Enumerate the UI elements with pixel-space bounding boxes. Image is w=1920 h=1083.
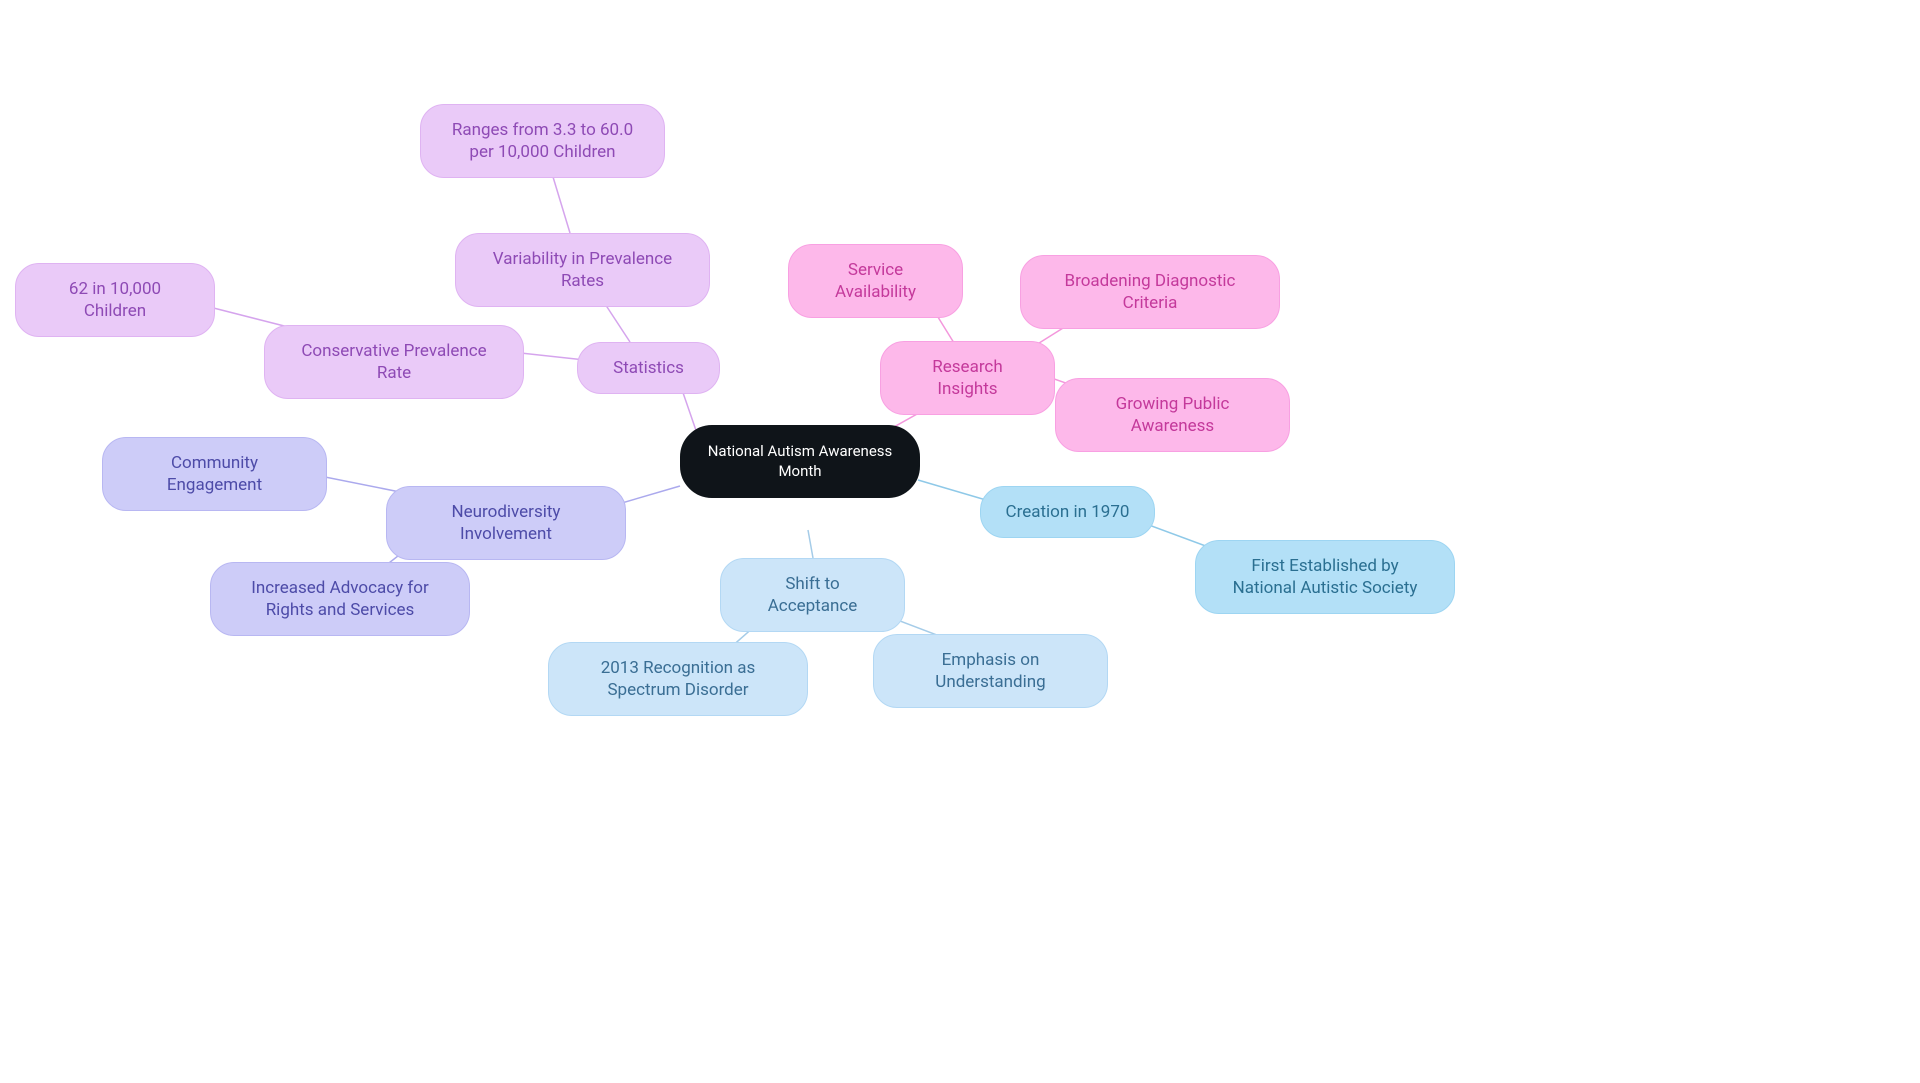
branch-purple-label: Statistics bbox=[613, 357, 684, 379]
branch-blue_bottom: Shift to Acceptance bbox=[720, 558, 905, 632]
branch-blue_right: Creation in 1970 bbox=[980, 486, 1155, 538]
branch-purple-child-0: Conservative Prevalence Rate bbox=[264, 325, 524, 399]
branch-pink-child-0: Service Availability bbox=[788, 244, 963, 318]
branch-lavender-child-0-label: Community Engagement bbox=[127, 452, 302, 496]
branch-pink-child-2: Growing Public Awareness bbox=[1055, 378, 1290, 452]
branch-pink-child-1-label: Broadening Diagnostic Criteria bbox=[1045, 270, 1255, 314]
branch-blue_bottom-child-0: 2013 Recognition as Spectrum Disorder bbox=[548, 642, 808, 716]
branch-blue_bottom-child-1-label: Emphasis on Understanding bbox=[898, 649, 1083, 693]
branch-blue_right-child-0-label: First Established by National Autistic S… bbox=[1220, 555, 1430, 599]
branch-blue_bottom-child-1: Emphasis on Understanding bbox=[873, 634, 1108, 708]
branch-pink-child-2-label: Growing Public Awareness bbox=[1080, 393, 1265, 437]
center-node-label: National Autism Awareness Month bbox=[707, 442, 893, 481]
branch-blue_right-label: Creation in 1970 bbox=[1006, 501, 1130, 523]
branch-purple-child-0-leaf-label: 62 in 10,000 Children bbox=[40, 278, 190, 322]
branch-purple-child-0-leaf: 62 in 10,000 Children bbox=[15, 263, 215, 337]
branch-lavender-child-1-label: Increased Advocacy for Rights and Servic… bbox=[235, 577, 445, 621]
branch-pink-child-0-label: Service Availability bbox=[813, 259, 938, 303]
branch-pink-label: Research Insights bbox=[905, 356, 1030, 400]
branch-purple-child-1-label: Variability in Prevalence Rates bbox=[480, 248, 685, 292]
branch-purple: Statistics bbox=[577, 342, 720, 394]
branch-pink: Research Insights bbox=[880, 341, 1055, 415]
branch-blue_bottom-child-0-label: 2013 Recognition as Spectrum Disorder bbox=[573, 657, 783, 701]
branch-purple-child-1: Variability in Prevalence Rates bbox=[455, 233, 710, 307]
center-node: National Autism Awareness Month bbox=[680, 425, 920, 498]
branch-lavender-label: Neurodiversity Involvement bbox=[411, 501, 601, 545]
branch-purple-child-1-leaf-label: Ranges from 3.3 to 60.0 per 10,000 Child… bbox=[445, 119, 640, 163]
branch-pink-child-1: Broadening Diagnostic Criteria bbox=[1020, 255, 1280, 329]
branch-lavender-child-0: Community Engagement bbox=[102, 437, 327, 511]
branch-lavender-child-1: Increased Advocacy for Rights and Servic… bbox=[210, 562, 470, 636]
branch-blue_bottom-label: Shift to Acceptance bbox=[745, 573, 880, 617]
branch-lavender: Neurodiversity Involvement bbox=[386, 486, 626, 560]
branch-purple-child-0-label: Conservative Prevalence Rate bbox=[289, 340, 499, 384]
edges-layer bbox=[0, 0, 1920, 1083]
branch-blue_right-child-0: First Established by National Autistic S… bbox=[1195, 540, 1455, 614]
branch-purple-child-1-leaf: Ranges from 3.3 to 60.0 per 10,000 Child… bbox=[420, 104, 665, 178]
